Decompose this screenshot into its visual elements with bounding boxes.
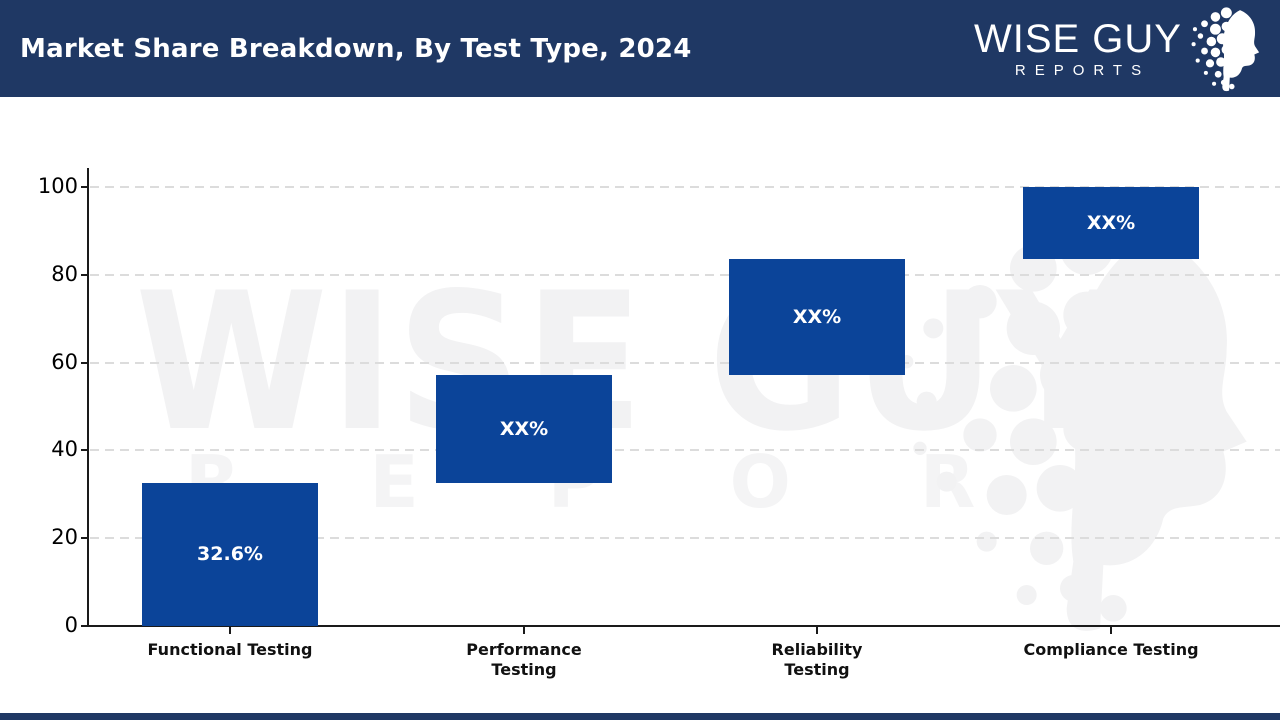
footer-bar — [0, 713, 1280, 720]
bar-value-label: 32.6% — [197, 543, 263, 566]
x-tick-mark — [523, 627, 525, 634]
gridline — [90, 186, 1280, 188]
bar-value-label: XX% — [792, 305, 842, 328]
y-axis-line — [87, 168, 89, 627]
header-bar: Market Share Breakdown, By Test Type, 20… — [0, 0, 1280, 97]
x-tick-label: Performance Testing — [466, 640, 582, 679]
watermark-head-icon — [900, 221, 1247, 631]
x-tick-mark — [816, 627, 818, 634]
brand-name: WISE GUY — [973, 16, 1182, 61]
x-tick-label: Functional Testing — [147, 640, 313, 659]
gridline — [90, 273, 1280, 276]
y-tick-mark — [81, 449, 87, 452]
bar: XX% — [1023, 187, 1199, 259]
x-axis-line — [87, 625, 1280, 627]
brand-subname: REPORTS — [1014, 61, 1151, 79]
y-tick-mark — [81, 537, 87, 540]
chart-title: Market Share Breakdown, By Test Type, 20… — [20, 33, 692, 64]
y-tick-mark — [81, 186, 87, 188]
y-tick-label: 0 — [64, 613, 78, 637]
y-tick-label: 100 — [37, 174, 78, 198]
bar: XX% — [729, 258, 905, 375]
x-tick-mark — [229, 627, 231, 634]
brand-logo: WISE GUY REPORTS — [974, 6, 1266, 92]
y-tick-label: 20 — [51, 525, 78, 550]
gridline — [90, 449, 1280, 452]
gridline — [90, 537, 1280, 540]
y-tick-label: 40 — [51, 437, 78, 462]
bar-value-label: XX% — [1086, 211, 1136, 234]
bar: XX% — [436, 374, 612, 483]
gridline — [90, 361, 1280, 364]
bar-value-label: XX% — [499, 417, 549, 440]
y-tick-mark — [81, 625, 87, 627]
brand-logo-text: WISE GUY REPORTS — [974, 19, 1182, 79]
bar: 32.6% — [142, 482, 318, 626]
x-tick-label: Compliance Testing — [1023, 640, 1199, 659]
y-tick-mark — [81, 273, 87, 276]
y-tick-mark — [81, 361, 87, 364]
y-tick-label: 80 — [51, 261, 78, 286]
brand-head-icon — [1191, 6, 1260, 91]
y-tick-label: 60 — [51, 349, 78, 374]
x-tick-label: Reliability Testing — [771, 640, 863, 679]
x-tick-mark — [1110, 627, 1112, 634]
